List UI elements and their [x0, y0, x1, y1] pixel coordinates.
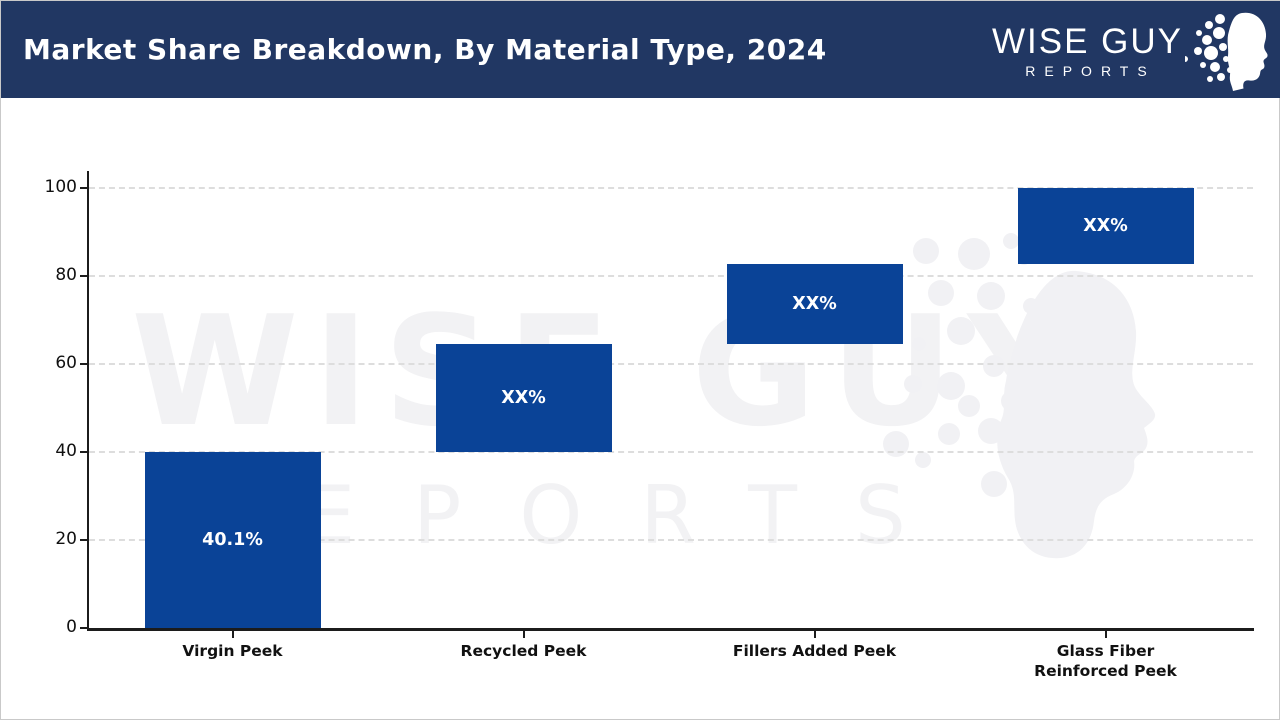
bar-value-label: XX%: [1083, 216, 1128, 237]
x-axis-line: [87, 628, 1254, 631]
x-tick-label: Virgin Peek: [182, 642, 283, 660]
gridline: [89, 451, 1253, 453]
logo-subtitle: REPORTS: [1025, 62, 1156, 79]
logo-text: WISE GUY REPORTS: [992, 22, 1183, 79]
bar-value-label: XX%: [792, 294, 837, 315]
bar-value-label: 40.1%: [202, 529, 263, 550]
gridline: [89, 275, 1253, 277]
y-tick-mark: [80, 363, 87, 365]
page-title: Market Share Breakdown, By Material Type…: [23, 33, 827, 66]
y-tick-mark: [80, 539, 87, 541]
bar-value-label: XX%: [501, 387, 546, 408]
y-tick-mark: [80, 451, 87, 453]
gridline: [89, 363, 1253, 365]
y-tick-label: 40: [55, 441, 77, 461]
y-tick-mark: [80, 187, 87, 189]
logo-face-icon: [1185, 12, 1268, 92]
y-tick-label: 60: [55, 353, 77, 373]
bar-segment: XX%: [435, 344, 612, 452]
x-tick-label: Glass Fiber Reinforced Peek: [1034, 642, 1177, 681]
x-tick-label: Recycled Peek: [460, 642, 587, 660]
header: Market Share Breakdown, By Material Type…: [1, 1, 1280, 98]
y-tick-label: 80: [55, 265, 77, 285]
gridline: [89, 539, 1253, 541]
bar-segment: 40.1%: [144, 451, 321, 628]
x-tick-mark: [231, 631, 234, 638]
y-tick-label: 20: [55, 529, 77, 549]
y-tick-label: 0: [66, 617, 77, 637]
bar-segment: XX%: [1017, 188, 1194, 265]
logo-wordmark: WISE GUY: [991, 21, 1183, 61]
x-tick-mark: [813, 631, 816, 638]
x-tick-mark: [1104, 631, 1107, 638]
y-tick-mark: [80, 275, 87, 277]
x-tick-label: Fillers Added Peek: [732, 642, 897, 660]
watermark-face-icon: [883, 233, 1156, 559]
bar-segment: XX%: [726, 264, 903, 345]
wiseguy-logo: WISE GUY REPORTS: [992, 7, 1271, 93]
gridline: [89, 187, 1253, 189]
y-axis-line: [87, 171, 89, 630]
x-tick-mark: [522, 631, 525, 638]
y-tick-mark: [80, 627, 87, 629]
y-tick-label: 100: [44, 177, 77, 197]
